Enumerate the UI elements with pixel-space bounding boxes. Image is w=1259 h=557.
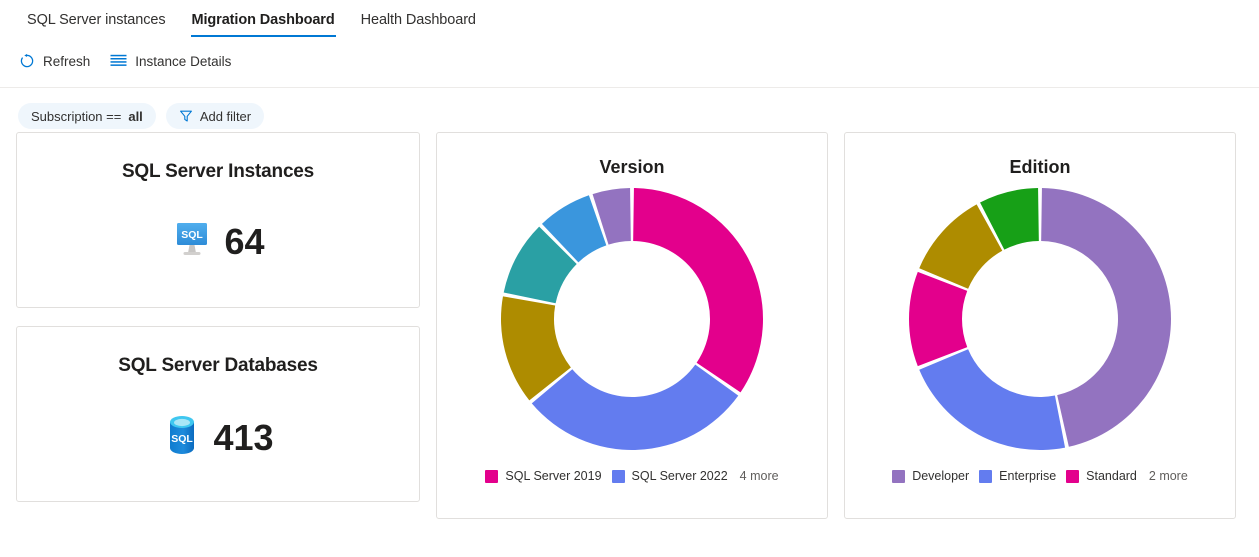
card-title: SQL Server Databases xyxy=(118,355,318,376)
card-body: SQL 64 xyxy=(171,219,265,264)
legend-swatch xyxy=(979,469,993,483)
card-title: SQL Server Instances xyxy=(121,161,315,182)
add-filter-button[interactable]: Add filter xyxy=(165,103,265,129)
legend-item-edition-0[interactable]: Developer xyxy=(892,469,969,483)
legend-item-version-1[interactable]: SQL Server 2022 xyxy=(611,469,728,483)
card-sql-server-instances[interactable]: SQL Server Instances SQL xyxy=(16,132,420,308)
refresh-circular-arrow-icon xyxy=(18,53,35,70)
card-value: 413 xyxy=(213,416,274,458)
svg-text:SQL: SQL xyxy=(172,433,194,445)
donut-chart-edition[interactable] xyxy=(907,186,1173,457)
legend-item-edition-1[interactable]: Enterprise xyxy=(979,469,1056,483)
card-value: 64 xyxy=(224,220,265,262)
add-filter-label: Add filter xyxy=(199,108,252,124)
svg-text:SQL: SQL xyxy=(182,229,204,241)
legend-item-edition-2[interactable]: Standard xyxy=(1066,469,1137,483)
card-body: SQL 413 xyxy=(162,413,274,462)
legend-label: Enterprise xyxy=(999,469,1057,483)
filter-pill-subscription-value: all xyxy=(128,108,143,124)
filter-pill-subscription[interactable]: Subscription == all xyxy=(18,103,156,129)
command-bar: Refresh Instance Details xyxy=(0,44,1259,78)
filter-bar: Subscription == all Add filter xyxy=(0,88,1259,132)
legend-overflow-version[interactable]: 4 more xyxy=(739,469,779,483)
donut-segment[interactable] xyxy=(501,296,571,401)
donut-segment[interactable] xyxy=(909,271,968,367)
dashboard-grid: SQL Server Instances SQL xyxy=(0,132,1259,519)
sql-database-cylinder-icon: SQL xyxy=(162,413,202,462)
legend-swatch xyxy=(611,469,625,483)
donut-segment[interactable] xyxy=(919,349,1066,450)
donut-segment[interactable] xyxy=(980,188,1039,250)
filter-pill-subscription-label: Subscription == xyxy=(31,108,122,124)
legend-swatch xyxy=(892,469,906,483)
tab-health-dashboard[interactable]: Health Dashboard xyxy=(360,12,476,28)
donut-segment[interactable] xyxy=(503,226,577,304)
command-bar-divider xyxy=(0,87,1259,88)
legend-label: Standard xyxy=(1086,469,1137,483)
legend-label: SQL Server 2019 xyxy=(505,469,602,483)
funnel-icon xyxy=(179,109,193,123)
tab-sql-server-instances[interactable]: SQL Server instances xyxy=(27,12,166,28)
legend-version: SQL Server 2019 SQL Server 2022 4 more xyxy=(485,469,779,483)
legend-label: SQL Server 2022 xyxy=(631,469,728,483)
instance-details-button[interactable]: Instance Details xyxy=(110,53,231,70)
legend-edition: Developer Enterprise Standard 2 more xyxy=(892,469,1188,483)
refresh-label: Refresh xyxy=(43,53,91,69)
legend-swatch xyxy=(485,469,499,483)
legend-label: Developer xyxy=(912,469,970,483)
card-edition-chart[interactable]: Edition Developer Enterprise Standard 2 … xyxy=(844,132,1236,519)
donut-segment[interactable] xyxy=(531,364,739,450)
donut-chart-version[interactable] xyxy=(499,186,765,457)
card-version-chart[interactable]: Version SQL Server 2019 SQL Server 2022 … xyxy=(436,132,828,519)
legend-item-version-0[interactable]: SQL Server 2019 xyxy=(485,469,602,483)
donut-segment[interactable] xyxy=(541,195,607,263)
donut-segment[interactable] xyxy=(592,188,631,245)
list-lines-icon xyxy=(110,53,127,70)
tab-bar: SQL Server instances Migration Dashboard… xyxy=(0,0,1259,44)
refresh-button[interactable]: Refresh xyxy=(18,53,90,70)
donut-segment[interactable] xyxy=(1041,188,1172,447)
tab-migration-dashboard[interactable]: Migration Dashboard xyxy=(179,10,348,37)
kpi-column: SQL Server Instances SQL xyxy=(16,132,420,502)
chart-title-version: Version xyxy=(599,157,665,177)
legend-swatch xyxy=(1066,469,1080,483)
donut-segment[interactable] xyxy=(633,188,763,393)
instance-details-label: Instance Details xyxy=(135,53,232,69)
chart-title-edition: Edition xyxy=(1009,157,1071,177)
card-sql-server-databases[interactable]: SQL Server Databases xyxy=(16,326,420,502)
sql-server-instance-monitor-icon: SQL xyxy=(171,219,213,264)
legend-overflow-edition[interactable]: 2 more xyxy=(1148,469,1188,483)
donut-segment[interactable] xyxy=(919,204,1003,289)
